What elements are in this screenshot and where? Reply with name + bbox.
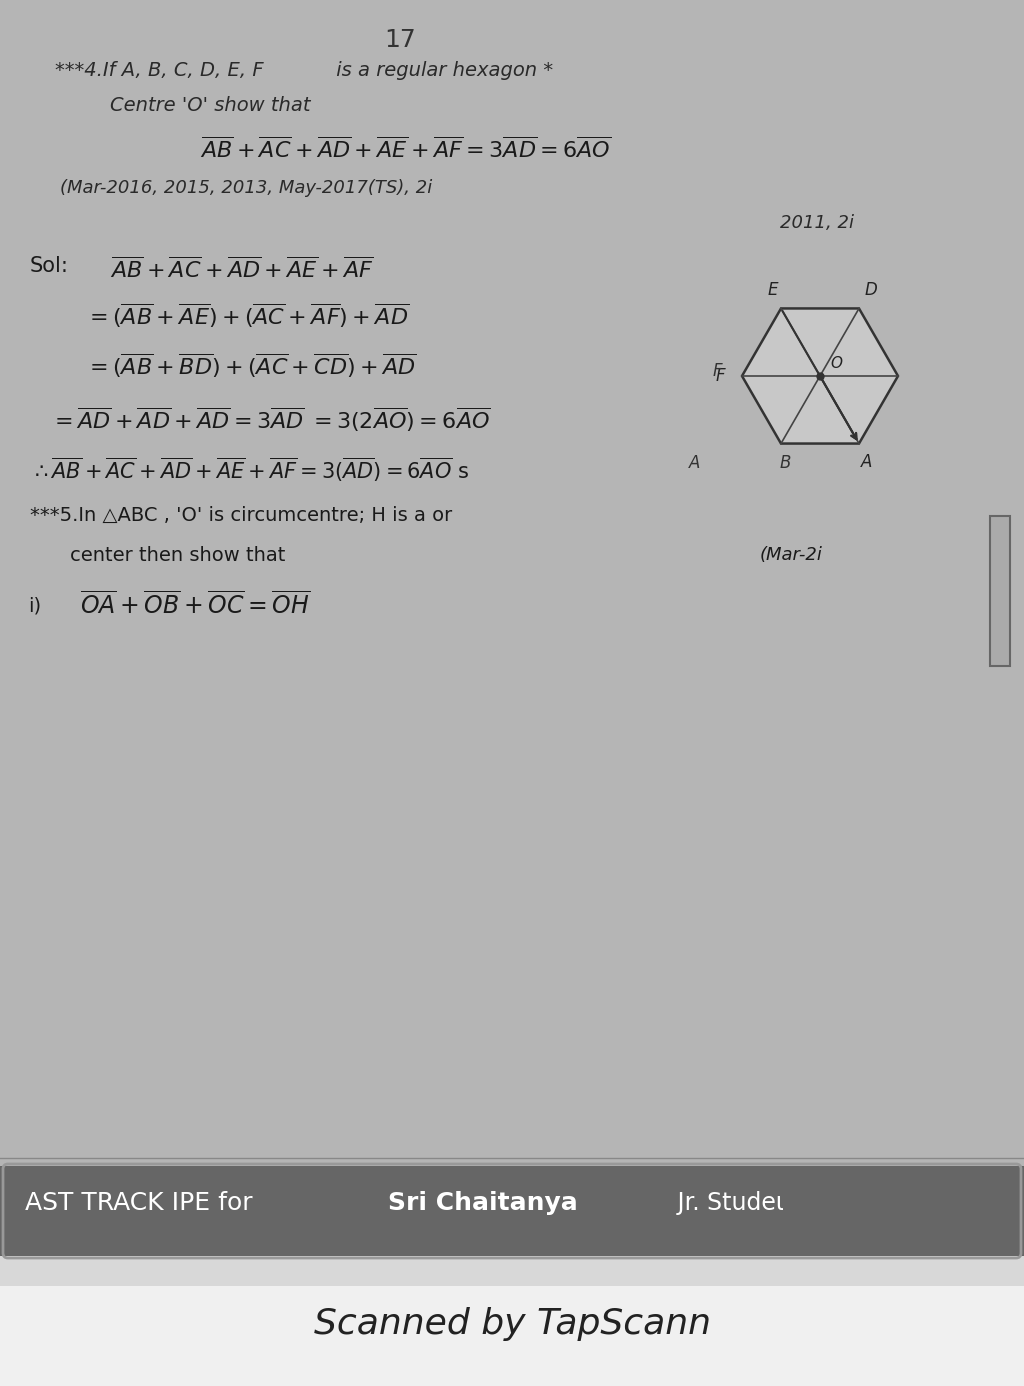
Text: E: E: [768, 281, 778, 299]
Text: $\overline{AB}+\overline{AC}+\overline{AD}+\overline{AE}+\overline{AF}=3\overlin: $\overline{AB}+\overline{AC}+\overline{A…: [200, 136, 611, 162]
Bar: [0, 0, 1024, 1166]
Text: B: B: [779, 455, 791, 473]
Text: $=(\overline{AB}+\overline{BD})+(\overline{AC}+\overline{CD})+\overline{AD}$: $=(\overline{AB}+\overline{BD})+(\overli…: [85, 351, 417, 380]
Bar: [0, 1256, 1024, 1386]
Text: center then show that: center then show that: [70, 546, 286, 565]
Text: i): i): [28, 596, 41, 615]
Text: Scanned by TapScann: Scanned by TapScann: [313, 1307, 711, 1342]
Text: $\therefore\overline{AB}+\overline{AC}+\overline{AD}+\overline{AE}+\overline{AF}: $\therefore\overline{AB}+\overline{AC}+\…: [30, 456, 469, 484]
Bar: [0, 1166, 1024, 1256]
Text: $=\overline{AD}+\overline{AD}+\overline{AD}=3\overline{AD}\;=3(2\overline{AO})=6: $=\overline{AD}+\overline{AD}+\overline{…: [50, 406, 490, 434]
Text: A: A: [861, 453, 872, 471]
Text: $\overline{OA}+\overline{OB}+\overline{OC}=\overline{OH}$: $\overline{OA}+\overline{OB}+\overline{O…: [80, 590, 310, 618]
Text: AST TRACK IPE for: AST TRACK IPE for: [25, 1191, 261, 1216]
Text: Jr. Studeι: Jr. Studeι: [670, 1191, 784, 1216]
Polygon shape: [990, 516, 1010, 667]
Text: Sri Chaitanya: Sri Chaitanya: [388, 1191, 578, 1216]
Bar: [0, 1286, 1024, 1386]
Text: $=(\overline{AB}+\overline{AE})+(\overline{AC}+\overline{AF})+\overline{AD}$: $=(\overline{AB}+\overline{AE})+(\overli…: [85, 301, 410, 330]
Text: is a regular hexagon *: is a regular hexagon *: [330, 61, 553, 80]
Text: O: O: [830, 356, 842, 371]
Text: D: D: [864, 281, 878, 299]
Text: 2011, 2i: 2011, 2i: [780, 213, 854, 231]
Text: F: F: [712, 362, 722, 380]
Polygon shape: [742, 309, 898, 444]
Text: Centre 'O' show that: Centre 'O' show that: [110, 96, 310, 115]
Text: ***4.If A, B, C, D, E, F: ***4.If A, B, C, D, E, F: [55, 61, 263, 80]
Text: Sol:: Sol:: [30, 256, 69, 276]
Text: A: A: [689, 455, 700, 473]
Text: ***5.In △ABC , 'O' is circumcentre; H is a or: ***5.In △ABC , 'O' is circumcentre; H is…: [30, 506, 453, 525]
Text: $\overline{AB}+\overline{AC}+\overline{AD}+\overline{AE}+\overline{AF}$: $\overline{AB}+\overline{AC}+\overline{A…: [110, 256, 374, 281]
Text: F: F: [715, 367, 725, 385]
Text: 17: 17: [384, 28, 416, 53]
Text: (Mar-2i: (Mar-2i: [760, 546, 823, 564]
Text: (Mar-2016, 2015, 2013, May-2017(TS), 2i: (Mar-2016, 2015, 2013, May-2017(TS), 2i: [60, 179, 432, 197]
